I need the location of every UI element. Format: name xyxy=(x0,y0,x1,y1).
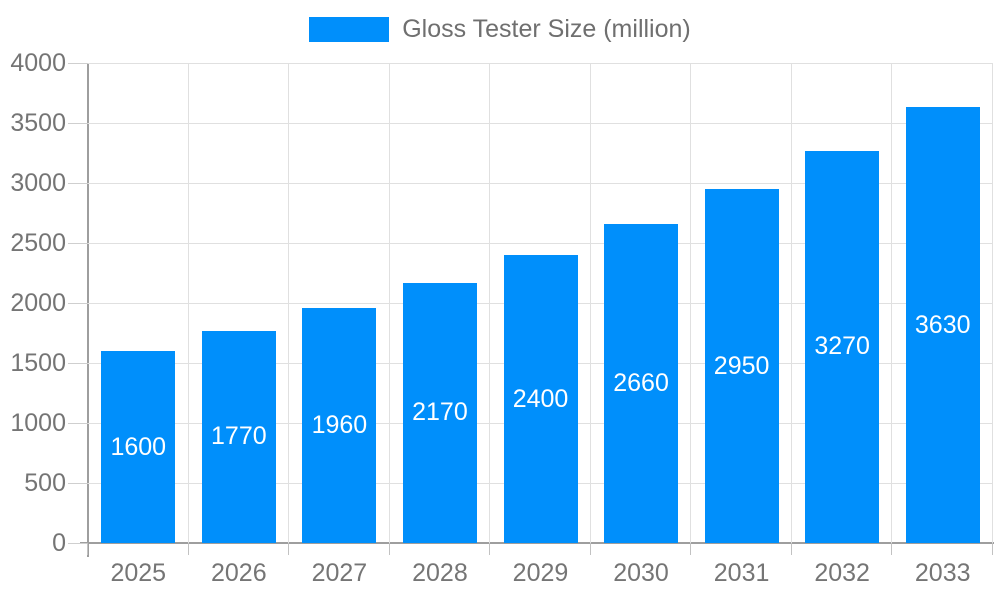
y-axis-tick xyxy=(68,62,88,64)
bar-2030[interactable]: 2660 xyxy=(604,223,679,543)
y-axis-label: 3000 xyxy=(10,169,66,197)
bar-value-label: 1960 xyxy=(311,410,368,439)
gridline-vertical xyxy=(992,63,993,543)
y-axis-tick xyxy=(68,542,88,544)
x-axis-line xyxy=(80,542,994,544)
legend-swatch-icon xyxy=(309,17,390,42)
gridline-vertical xyxy=(790,63,792,543)
bar-2026[interactable]: 1770 xyxy=(201,330,276,543)
bar-2031[interactable]: 2950 xyxy=(704,189,779,543)
bar-value-label: 2660 xyxy=(613,368,669,397)
gridline-vertical xyxy=(891,63,893,543)
x-axis-tick xyxy=(589,543,591,555)
y-axis-label: 500 xyxy=(24,469,66,497)
y-axis-tick xyxy=(68,122,88,124)
y-axis-label: 0 xyxy=(52,529,66,557)
y-axis-tick xyxy=(68,422,88,424)
x-axis-label: 2027 xyxy=(311,559,368,587)
bar-value-label: 2950 xyxy=(713,351,770,380)
x-axis-tick xyxy=(690,543,692,555)
gridline-horizontal xyxy=(88,62,993,64)
gridline-vertical xyxy=(388,63,390,543)
x-axis-label: 2028 xyxy=(412,559,468,587)
legend[interactable]: Gloss Tester Size (million) xyxy=(0,15,1000,44)
x-axis-label: 2031 xyxy=(713,559,770,587)
legend-label: Gloss Tester Size (million) xyxy=(402,15,691,43)
plot-area: 1600 1770 1960 2170 2400 2660 2950 3270 3630 xyxy=(68,62,993,555)
y-axis-line xyxy=(87,63,89,557)
bar-2032[interactable]: 3270 xyxy=(805,150,880,543)
x-axis-label: 2029 xyxy=(512,559,569,587)
x-axis-label: 2030 xyxy=(613,559,669,587)
y-axis-tick xyxy=(68,482,88,484)
bar-value-label: 1770 xyxy=(211,422,267,451)
bar-value-label: 3630 xyxy=(914,310,971,339)
gridline-vertical xyxy=(187,63,189,543)
y-axis-label: 4000 xyxy=(10,49,66,77)
x-axis-tick xyxy=(891,543,893,555)
bar-value-label: 2400 xyxy=(512,384,569,413)
y-axis-label: 1500 xyxy=(10,349,66,377)
y-axis-tick xyxy=(68,242,88,244)
x-axis-tick xyxy=(790,543,792,555)
x-axis-tick xyxy=(288,543,290,555)
bar-value-label: 1600 xyxy=(110,432,167,461)
gridline-vertical xyxy=(288,63,290,543)
gridline-vertical xyxy=(589,63,591,543)
x-axis-tick xyxy=(489,543,491,555)
x-axis-label: 2032 xyxy=(814,559,870,587)
gridline-vertical xyxy=(489,63,491,543)
x-axis-label: 2026 xyxy=(211,559,267,587)
bar-value-label: 3270 xyxy=(814,332,870,361)
y-axis-label: 2500 xyxy=(10,229,66,257)
y-axis-label: 1000 xyxy=(10,409,66,437)
bar-value-label: 2170 xyxy=(412,398,468,427)
bar-2033[interactable]: 3630 xyxy=(905,107,980,543)
y-axis-label: 2000 xyxy=(10,289,66,317)
y-axis-tick xyxy=(68,302,88,304)
x-axis-tick xyxy=(992,543,993,555)
x-axis-tick xyxy=(87,543,88,555)
gridline-horizontal xyxy=(88,182,993,184)
gridline-vertical xyxy=(690,63,692,543)
bar-2028[interactable]: 2170 xyxy=(402,282,477,543)
gridline-horizontal xyxy=(88,242,993,244)
y-axis-label: 3500 xyxy=(10,109,66,137)
gridline-horizontal xyxy=(88,122,993,124)
y-axis-tick xyxy=(68,182,88,184)
x-axis-label: 2033 xyxy=(914,559,971,587)
y-axis-tick xyxy=(68,362,88,364)
x-axis-label: 2025 xyxy=(110,559,167,587)
x-axis-tick xyxy=(187,543,189,555)
bar-2025[interactable]: 1600 xyxy=(101,351,176,543)
bar-2029[interactable]: 2400 xyxy=(503,255,578,543)
x-axis-tick xyxy=(388,543,390,555)
bar-2027[interactable]: 1960 xyxy=(302,307,377,543)
